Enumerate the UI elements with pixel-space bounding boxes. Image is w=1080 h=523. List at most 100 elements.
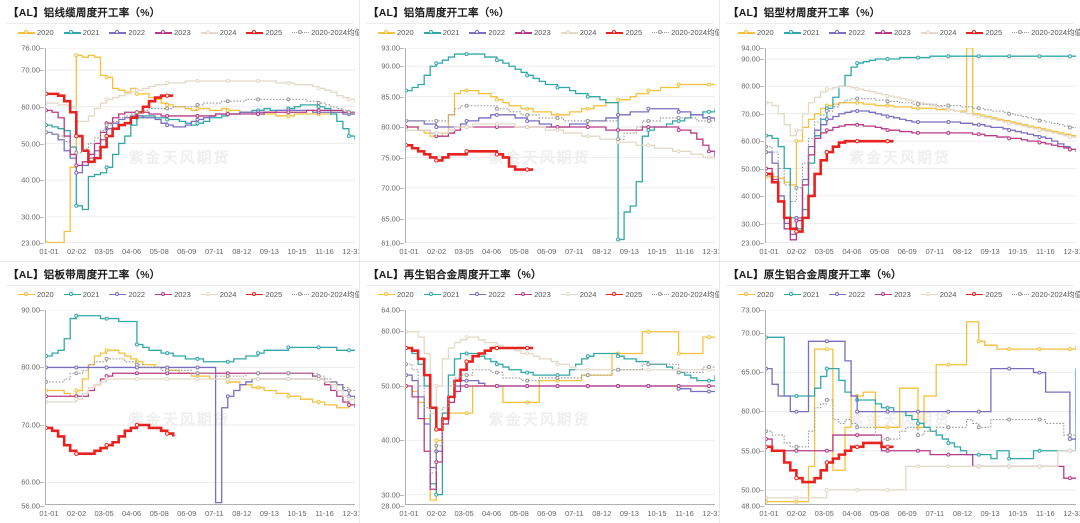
legend-item-2021[interactable]: 2021: [783, 28, 819, 37]
legend-item-2025[interactable]: 2025: [246, 290, 282, 299]
legend-item-2023[interactable]: 2023: [515, 28, 551, 37]
legend-item-2020[interactable]: 2020: [378, 290, 414, 299]
series-line-2025: [46, 92, 174, 164]
x-axis-line: [765, 241, 1076, 243]
legend-item-2022[interactable]: 2022: [829, 290, 865, 299]
series-marker: [286, 80, 291, 85]
legend-marker-icon: [246, 290, 264, 298]
x-axis-tick-label: 10-15: [1008, 509, 1028, 518]
legend-item-2020[interactable]: 2020: [738, 290, 774, 299]
series-marker: [225, 373, 230, 378]
legend-item-2020-2024均值[interactable]: 2020-2024均值: [1012, 27, 1080, 38]
series-marker: [946, 107, 951, 112]
legend-label: 2021: [82, 28, 100, 37]
series-marker: [525, 106, 530, 111]
series-line-2023: [46, 109, 355, 167]
legend-label: 2020-2024均值: [311, 28, 360, 37]
x-axis-tick-label: 07-11: [925, 246, 945, 256]
legend-item-2020[interactable]: 2020: [738, 28, 774, 37]
legend-marker-icon: [18, 290, 35, 298]
series-marker: [406, 329, 408, 334]
legend-item-2024[interactable]: 2024: [560, 28, 597, 37]
legend-item-2025[interactable]: 2025: [966, 290, 1002, 299]
title-separator: [366, 284, 713, 286]
series-marker: [706, 118, 711, 123]
legend-item-2024[interactable]: 2024: [920, 28, 956, 37]
series-marker: [885, 103, 890, 108]
series-line-2020: [46, 54, 355, 243]
legend-item-2021[interactable]: 2021: [63, 28, 100, 37]
legend-label: 2023: [894, 289, 911, 299]
legend-item-2022[interactable]: 2022: [109, 28, 145, 37]
legend-item-2024[interactable]: 2024: [560, 290, 596, 299]
legend-item-2020[interactable]: 2020: [378, 28, 414, 37]
legend-item-2025[interactable]: 2025: [606, 28, 642, 37]
series-marker: [946, 409, 951, 414]
series-marker: [286, 344, 291, 349]
series-marker: [555, 115, 560, 120]
series-marker: [195, 117, 200, 122]
legend-item-2025[interactable]: 2025: [966, 28, 1002, 37]
legend-marker-icon: [875, 290, 893, 298]
legend-item-2021[interactable]: 2021: [63, 290, 99, 299]
series-marker: [646, 383, 651, 388]
legend-item-2020-2024均值[interactable]: 2020-2024均值: [292, 27, 360, 38]
legend-marker-icon: [469, 29, 487, 37]
legend-item-2023[interactable]: 2023: [155, 28, 191, 37]
x-axis-tick-label: 10-15: [647, 246, 667, 256]
legend-item-2020[interactable]: 2020: [18, 290, 54, 299]
series-marker: [74, 365, 79, 369]
series-marker: [525, 369, 530, 374]
chart-legend: 2020 2021 2022 2023 2024 2025 2020-2024均值: [0, 286, 359, 300]
legend-item-2023[interactable]: 2023: [875, 28, 911, 37]
x-axis-tick-label: 02-02: [426, 509, 447, 518]
legend-item-2021[interactable]: 2021: [423, 290, 459, 299]
series-marker: [824, 448, 829, 453]
legend-item-2020[interactable]: 2020: [18, 28, 54, 37]
series-marker: [855, 424, 860, 429]
legend-item-2021[interactable]: 2021: [423, 28, 459, 37]
x-axis-tick-label: 05-08: [869, 509, 890, 518]
legend-item-2020-2024均值[interactable]: 2020-2024均值: [652, 27, 719, 38]
series-marker: [494, 106, 499, 111]
legend-item-2022[interactable]: 2022: [469, 28, 505, 37]
legend-label: 2024: [579, 28, 597, 37]
legend-item-2021[interactable]: 2021: [783, 290, 819, 299]
y-axis-tick-label: 60.00: [741, 406, 760, 416]
legend-marker-icon: [200, 290, 218, 298]
y-axis-tick-label: 30.00: [741, 219, 760, 229]
legend-item-2020-2024均值[interactable]: 2020-2024均值: [652, 289, 719, 300]
legend-item-2025[interactable]: 2025: [246, 28, 282, 37]
legend-item-2020-2024均值[interactable]: 2020-2024均值: [1012, 289, 1080, 300]
y-axis-tick-label: 50.00: [381, 381, 400, 391]
series-marker: [165, 123, 170, 128]
series-marker: [885, 128, 890, 133]
series-marker: [1037, 463, 1042, 468]
series-marker: [915, 463, 920, 468]
legend-item-2024[interactable]: 2024: [200, 290, 236, 299]
legend-item-2024[interactable]: 2024: [920, 290, 956, 299]
series-marker: [585, 125, 590, 130]
legend-label: 2020-2024均值: [311, 289, 360, 299]
series-marker: [225, 99, 230, 104]
legend-item-2022[interactable]: 2022: [829, 28, 865, 37]
legend-item-2022[interactable]: 2022: [469, 290, 505, 299]
legend-item-2023[interactable]: 2023: [155, 290, 191, 299]
y-axis-tick-label: 56.00: [21, 501, 40, 510]
series-marker: [494, 58, 499, 63]
x-axis-tick-label: 02-02: [787, 509, 807, 518]
series-marker: [1037, 416, 1042, 421]
series-marker: [165, 113, 170, 118]
legend-item-2025[interactable]: 2025: [606, 290, 642, 299]
legend-item-2020-2024均值[interactable]: 2020-2024均值: [292, 289, 360, 300]
series-marker: [256, 97, 261, 102]
legend-item-2024[interactable]: 2024: [200, 28, 236, 37]
legend-item-2023[interactable]: 2023: [875, 290, 911, 299]
legend-item-2023[interactable]: 2023: [515, 290, 551, 299]
series-marker: [104, 376, 109, 381]
series-marker: [1067, 346, 1072, 351]
series-marker: [525, 73, 530, 78]
series-marker: [195, 365, 200, 369]
legend-item-2022[interactable]: 2022: [109, 290, 145, 299]
series-marker: [824, 487, 829, 492]
